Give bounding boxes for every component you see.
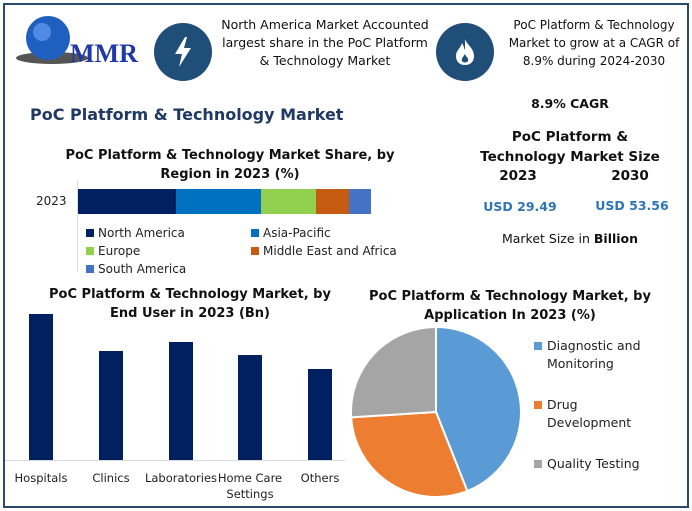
region-segment-north-america: [78, 189, 176, 214]
highlight-text-1: North America Market Accounted largest s…: [221, 17, 429, 68]
globe-logo-icon: MMR: [16, 16, 138, 68]
flame-icon: [436, 23, 494, 81]
application-pie-chart: [350, 325, 522, 498]
value-2030: USD 53.56: [595, 198, 669, 213]
region-legend-item: South America: [86, 262, 186, 276]
legend-label: North America: [98, 226, 185, 240]
enduser-tick-label: Hospitals: [14, 471, 68, 485]
region-legend-item: Middle East and Africa: [251, 244, 397, 258]
unit-prefix: Market Size in: [501, 231, 594, 246]
lightning-bolt-icon: [154, 23, 212, 81]
application-legend-item: Drug Development: [534, 396, 664, 432]
enduser-bar: [99, 351, 123, 460]
enduser-tick-label: Others: [300, 471, 340, 485]
region-legend-item: Europe: [86, 244, 140, 258]
market-size-title: PoC Platform & Technology Market Size: [480, 129, 660, 165]
region-axis-line: [77, 180, 78, 272]
logo-text: MMR: [70, 39, 138, 68]
pie-slice-quality-testing: [350, 325, 437, 419]
enduser-chart-title: PoC Platform & Technology Market, by End…: [49, 287, 331, 321]
unit-bold: Billion: [593, 231, 639, 246]
legend-swatch: [251, 229, 259, 237]
application-chart-title: PoC Platform & Technology Market, by App…: [369, 289, 651, 323]
infographic-frame: [3, 3, 689, 508]
legend-label: South America: [98, 262, 187, 276]
legend-label: Middle East and Africa: [263, 244, 397, 258]
region-bar-year-label: 2023: [36, 194, 67, 208]
region-segment-europe: [260, 189, 316, 214]
legend-label: Drug Development: [547, 397, 632, 430]
enduser-bar: [169, 341, 193, 460]
year-2023-label: 2023: [499, 168, 537, 184]
legend-swatch: [534, 460, 542, 468]
value-2023: USD 29.49: [483, 199, 557, 214]
enduser-bar: [238, 355, 262, 460]
pie-slice-diagnostic-and-monitoring: [435, 325, 522, 493]
enduser-baseline: [5, 460, 345, 461]
page-title: PoC Platform & Technology Market: [30, 105, 344, 124]
region-segment-south-america: [349, 189, 371, 214]
enduser-bar: [308, 369, 332, 460]
legend-swatch: [86, 247, 94, 255]
highlight-text-2: PoC Platform & Technology Market to grow…: [508, 18, 680, 68]
legend-swatch: [86, 229, 94, 237]
year-2030-label: 2030: [611, 168, 649, 184]
enduser-tick-label: Home Care Settings: [217, 471, 283, 501]
mmr-logo: MMR: [12, 10, 142, 70]
enduser-tick-label: Clinics: [92, 471, 130, 485]
pie-slice-drug-development: [350, 410, 469, 498]
legend-swatch: [534, 401, 542, 409]
application-legend-item: Diagnostic and Monitoring: [534, 337, 664, 373]
legend-label: Europe: [98, 244, 141, 258]
enduser-tick-label: Laboratories: [144, 471, 218, 485]
region-legend-item: North America: [86, 226, 185, 240]
region-legend-item: Asia-Pacific: [251, 226, 331, 240]
legend-label: Asia-Pacific: [263, 226, 331, 240]
legend-swatch: [534, 342, 542, 350]
legend-swatch: [251, 247, 259, 255]
legend-label: Quality Testing: [547, 456, 640, 471]
region-segment-asia-pacific: [175, 189, 261, 214]
cagr-label: 8.9% CAGR: [531, 96, 609, 111]
legend-label: Diagnostic and Monitoring: [547, 338, 641, 371]
application-legend-item: Quality Testing: [534, 455, 664, 473]
region-segment-middle-east-and-africa: [315, 189, 349, 214]
region-chart-title: PoC Platform & Technology Market Share, …: [65, 148, 395, 182]
unit-label: Market Size in Billion: [470, 231, 670, 246]
enduser-bar: [29, 313, 53, 460]
region-stacked-bar: [78, 189, 371, 214]
legend-swatch: [86, 265, 94, 273]
